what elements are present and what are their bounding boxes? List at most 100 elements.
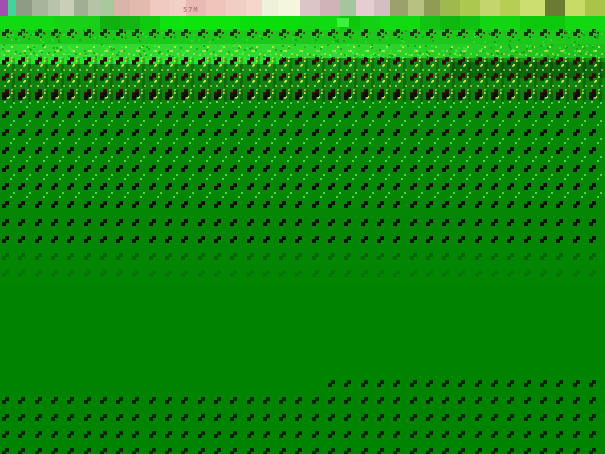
glitch-mark [40,39,42,41]
glitch-mark [178,55,180,57]
glitch-mark [190,56,192,58]
glitch-mark [425,60,430,64]
glitch-mark [376,168,381,172]
glitch-mark [262,273,267,277]
glitch-mark [40,50,43,52]
glitch-mark [319,196,322,198]
glitch-mark [206,49,208,51]
glitch-mark [415,96,418,98]
glitch-mark [548,57,551,59]
glitch-mark [586,51,588,53]
glitch-mark [493,69,495,71]
glitch-mark [246,96,251,100]
glitch-mark [483,73,486,75]
glitch-smear [452,90,456,104]
glitch-mark [189,142,192,144]
glitch-mark [409,93,414,97]
glitch-mark [221,106,224,108]
glitch-mark [238,178,241,180]
glitch-mark [360,77,365,81]
glitch-block [380,16,420,30]
glitch-mark [238,196,241,198]
glitch-mark [393,61,398,65]
glitch-mark [507,273,512,277]
glitch-mark [425,273,430,277]
glitch-smear [598,58,602,72]
glitch-mark [10,196,12,198]
glitch-mark [398,50,400,52]
glitch-mark [132,132,137,136]
glitch-mark [102,45,104,47]
glitch-mark [165,400,169,404]
glitch-mark [262,77,267,81]
glitch-mark [198,39,200,41]
glitch-mark [507,400,512,404]
glitch-mark [482,50,484,52]
glitch-mark [442,114,447,118]
glitch-mark [539,400,544,404]
glitch-mark [262,92,267,96]
glitch-mark [425,434,430,438]
glitch-mark [288,47,290,49]
glitch-mark [34,114,39,118]
glitch-mark [313,101,316,103]
glitch-mark [360,222,365,226]
glitch-mark [20,101,23,103]
glitch-mark [219,96,222,98]
glitch-mark [50,273,55,277]
glitch-mark [11,73,13,75]
glitch-mark [213,150,218,154]
glitch-mark [10,106,12,108]
glitch-mark [476,30,478,32]
glitch-mark [458,132,463,136]
glitch-mark [279,92,284,96]
glitch-mark [516,57,519,59]
glitch-mark [376,77,381,81]
glitch-mark [460,69,463,71]
glitch-mark [474,400,479,404]
glitch-mark [287,124,290,126]
glitch-mark [369,32,371,34]
glitch-mark [344,204,349,208]
glitch-mark [494,41,496,43]
glitch-mark [101,44,103,46]
glitch-mark [426,54,429,56]
glitch-mark [532,57,535,59]
glitch-mark [157,57,160,59]
glitch-mark [458,168,463,172]
glitch-mark [157,56,159,58]
glitch-mark [156,106,159,108]
glitch-mark [328,434,332,438]
glitch-mark [67,93,72,97]
glitch-mark [279,273,284,277]
glitch-mark [107,178,110,180]
glitch-mark [393,93,398,97]
glitch-mark [2,46,4,48]
glitch-mark [426,56,428,58]
glitch-mark [165,417,169,421]
glitch-mark [18,256,23,260]
glitch-smear [12,58,15,72]
glitch-mark [173,124,175,126]
glitch-mark [572,222,577,226]
glitch-mark [531,142,534,144]
glitch-mark [230,92,235,96]
glitch-mark [200,57,202,59]
glitch-mark [213,222,218,226]
glitch-mark [230,256,235,260]
glitch-mark [596,142,599,144]
glitch-mark [366,80,369,82]
glitch-mark [500,73,502,75]
glitch-mark [425,186,430,190]
glitch-mark [89,54,91,56]
glitch-mark [230,132,235,136]
glitch-mark [370,55,372,57]
glitch-mark [588,92,593,96]
glitch-mark [270,196,273,198]
glitch-block [120,16,140,30]
glitch-mark [252,80,255,82]
glitch-smear [272,58,276,72]
glitch-mark [249,30,251,32]
glitch-top-strip-row2 [0,16,605,30]
glitch-mark [425,417,430,421]
